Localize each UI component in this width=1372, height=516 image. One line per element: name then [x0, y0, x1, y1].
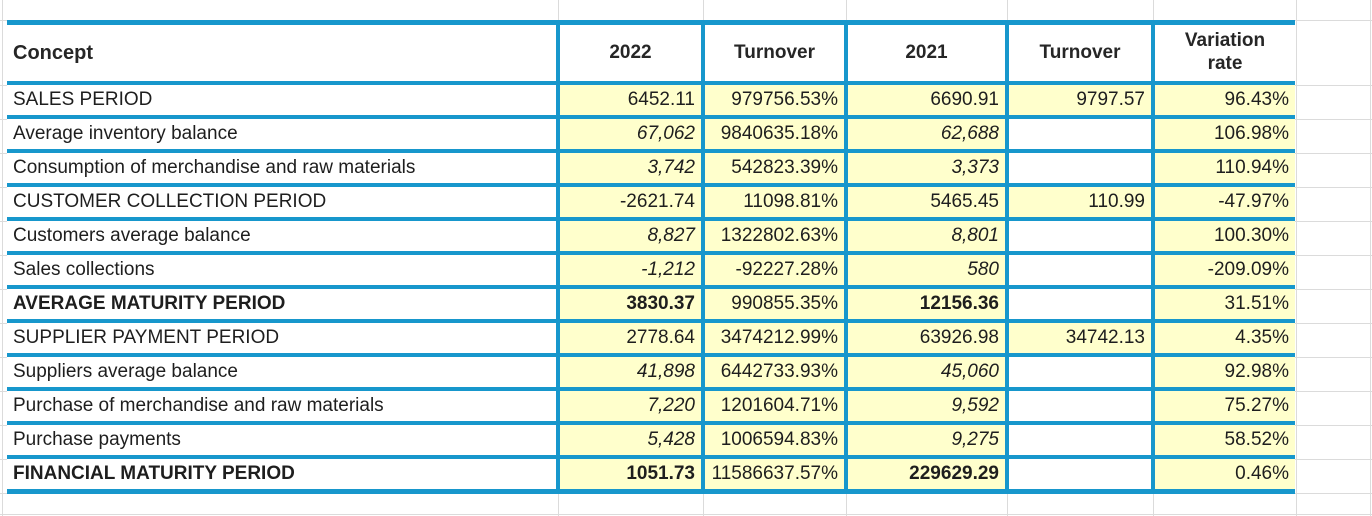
cell-concept[interactable]: CUSTOMER COLLECTION PERIOD [7, 183, 560, 221]
maturity-period-table: Concept 2022 Turnover 2021 Turnover Vari… [7, 20, 1295, 494]
cell-2022[interactable]: 7,220 [556, 387, 705, 425]
cell-turnover-2022[interactable]: 990855.35% [701, 285, 848, 323]
cell-turnover-2021[interactable]: 34742.13 [1005, 319, 1155, 357]
cell-concept[interactable]: Purchase payments [7, 421, 560, 459]
table-row: SUPPLIER PAYMENT PERIOD 2778.64 3474212.99… [7, 319, 1295, 357]
cell-concept[interactable]: SALES PERIOD [7, 81, 560, 119]
cell-turnover-2021[interactable]: 110.99 [1005, 183, 1155, 221]
cell-2022[interactable]: 2778.64 [556, 319, 705, 357]
cell-turnover-2021[interactable] [1005, 115, 1155, 153]
table-row: Sales collections -1,212 -92227.28% 580 -209… [7, 251, 1295, 289]
header-variation-rate[interactable]: Variation rate [1151, 20, 1295, 85]
table-row: CUSTOMER COLLECTION PERIOD -2621.74 11098.… [7, 183, 1295, 221]
cell-variation-rate[interactable]: 92.98% [1151, 353, 1295, 391]
cell-turnover-2021[interactable] [1005, 285, 1155, 323]
cell-turnover-2022[interactable]: -92227.28% [701, 251, 848, 289]
cell-2022[interactable]: 41,898 [556, 353, 705, 391]
cell-turnover-2022[interactable]: 11098.81% [701, 183, 848, 221]
cell-concept[interactable]: Suppliers average balance [7, 353, 560, 391]
cell-2022[interactable]: 3,742 [556, 149, 705, 187]
cell-turnover-2021[interactable] [1005, 149, 1155, 187]
cell-turnover-2021[interactable] [1005, 251, 1155, 289]
cell-concept[interactable]: Purchase of merchandise and raw material… [7, 387, 560, 425]
cell-variation-rate[interactable]: -47.97% [1151, 183, 1295, 221]
header-turnover-2021[interactable]: Turnover [1005, 20, 1155, 85]
table-row: Consumption of merchandise and raw mater… [7, 149, 1295, 187]
cell-variation-rate[interactable]: 31.51% [1151, 285, 1295, 323]
cell-2021[interactable]: 62,688 [844, 115, 1009, 153]
cell-variation-rate[interactable]: 0.46% [1151, 455, 1295, 494]
gridline [2, 0, 3, 516]
cell-turnover-2021[interactable] [1005, 421, 1155, 459]
cell-turnover-2022[interactable]: 1201604.71% [701, 387, 848, 425]
cell-2022[interactable]: 3830.37 [556, 285, 705, 323]
table-row: Purchase of merchandise and raw material… [7, 387, 1295, 425]
header-2021[interactable]: 2021 [844, 20, 1009, 85]
cell-turnover-2021[interactable]: 9797.57 [1005, 81, 1155, 119]
cell-2021[interactable]: 8,801 [844, 217, 1009, 255]
cell-2021[interactable]: 45,060 [844, 353, 1009, 391]
cell-turnover-2022[interactable]: 979756.53% [701, 81, 848, 119]
cell-turnover-2022[interactable]: 1006594.83% [701, 421, 848, 459]
cell-concept[interactable]: Average inventory balance [7, 115, 560, 153]
cell-turnover-2021[interactable] [1005, 387, 1155, 425]
cell-turnover-2022[interactable]: 1322802.63% [701, 217, 848, 255]
gridline [0, 514, 1372, 515]
cell-2021[interactable]: 9,275 [844, 421, 1009, 459]
table-row: Purchase payments 5,428 1006594.83% 9,275 58… [7, 421, 1295, 459]
cell-2021[interactable]: 63926.98 [844, 319, 1009, 357]
cell-2021[interactable]: 5465.45 [844, 183, 1009, 221]
cell-2022[interactable]: 5,428 [556, 421, 705, 459]
cell-2022[interactable]: 67,062 [556, 115, 705, 153]
table-row: Customers average balance 8,827 1322802.63… [7, 217, 1295, 255]
table-row: SALES PERIOD 6452.11 979756.53% 6690.91 9797… [7, 81, 1295, 119]
cell-2021[interactable]: 6690.91 [844, 81, 1009, 119]
table-row: AVERAGE MATURITY PERIOD 3830.37 990855.35%… [7, 285, 1295, 323]
cell-turnover-2022[interactable]: 9840635.18% [701, 115, 848, 153]
cell-variation-rate[interactable]: 75.27% [1151, 387, 1295, 425]
cell-2021[interactable]: 229629.29 [844, 455, 1009, 494]
cell-variation-rate[interactable]: 106.98% [1151, 115, 1295, 153]
cell-variation-rate[interactable]: -209.09% [1151, 251, 1295, 289]
cell-2021[interactable]: 580 [844, 251, 1009, 289]
cell-concept[interactable]: Sales collections [7, 251, 560, 289]
header-2022[interactable]: 2022 [556, 20, 705, 85]
cell-concept[interactable]: Consumption of merchandise and raw mater… [7, 149, 560, 187]
header-concept[interactable]: Concept [7, 20, 560, 85]
cell-concept[interactable]: AVERAGE MATURITY PERIOD [7, 285, 560, 323]
table-row: FINANCIAL MATURITY PERIOD 1051.73 11586637… [7, 455, 1295, 494]
cell-2022[interactable]: -2621.74 [556, 183, 705, 221]
cell-2021[interactable]: 3,373 [844, 149, 1009, 187]
cell-variation-rate[interactable]: 96.43% [1151, 81, 1295, 119]
header-turnover-2022[interactable]: Turnover [701, 20, 848, 85]
cell-concept[interactable]: Customers average balance [7, 217, 560, 255]
table-row: Suppliers average balance 41,898 6442733.9… [7, 353, 1295, 391]
cell-2021[interactable]: 12156.36 [844, 285, 1009, 323]
table-row: Average inventory balance 67,062 9840635.1… [7, 115, 1295, 153]
cell-variation-rate[interactable]: 100.30% [1151, 217, 1295, 255]
cell-turnover-2022[interactable]: 3474212.99% [701, 319, 848, 357]
cell-turnover-2022[interactable]: 542823.39% [701, 149, 848, 187]
cell-2022[interactable]: 8,827 [556, 217, 705, 255]
cell-concept[interactable]: FINANCIAL MATURITY PERIOD [7, 455, 560, 494]
cell-concept[interactable]: SUPPLIER PAYMENT PERIOD [7, 319, 560, 357]
gridline [1296, 0, 1297, 516]
header-row: Concept 2022 Turnover 2021 Turnover Vari… [7, 20, 1295, 85]
cell-2022[interactable]: 6452.11 [556, 81, 705, 119]
cell-2022[interactable]: -1,212 [556, 251, 705, 289]
header-variation-rate-label: Variation rate [1184, 30, 1266, 74]
gridline [1370, 0, 1371, 516]
cell-turnover-2022[interactable]: 11586637.57% [701, 455, 848, 494]
cell-variation-rate[interactable]: 110.94% [1151, 149, 1295, 187]
cell-turnover-2021[interactable] [1005, 455, 1155, 494]
cell-variation-rate[interactable]: 4.35% [1151, 319, 1295, 357]
cell-turnover-2021[interactable] [1005, 353, 1155, 391]
cell-variation-rate[interactable]: 58.52% [1151, 421, 1295, 459]
cell-2022[interactable]: 1051.73 [556, 455, 705, 494]
cell-turnover-2022[interactable]: 6442733.93% [701, 353, 848, 391]
cell-2021[interactable]: 9,592 [844, 387, 1009, 425]
cell-turnover-2021[interactable] [1005, 217, 1155, 255]
